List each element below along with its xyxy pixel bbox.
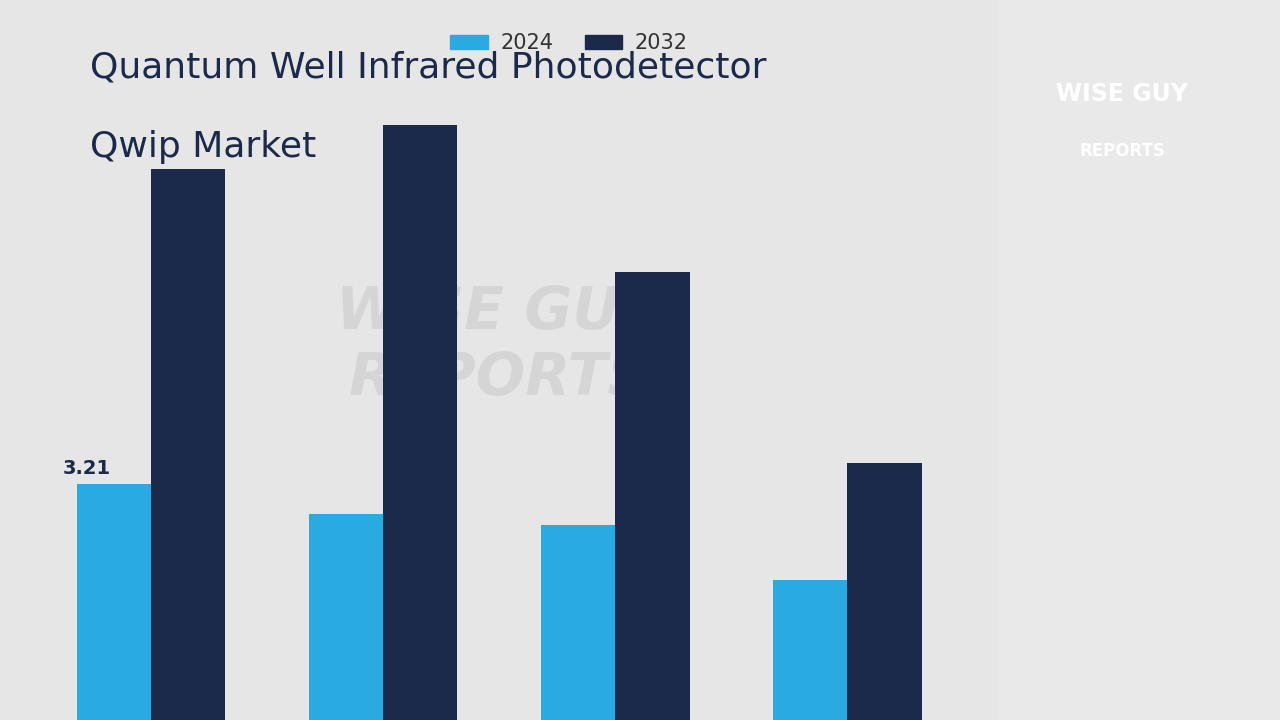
- Bar: [847, 463, 922, 720]
- Bar: [383, 125, 457, 720]
- Bar: [77, 484, 151, 720]
- Bar: [616, 272, 690, 720]
- Circle shape: [669, 0, 1280, 720]
- Bar: [773, 580, 847, 720]
- Text: WISE GUY
REPORTS: WISE GUY REPORTS: [337, 284, 662, 407]
- Bar: [308, 514, 383, 720]
- Bar: [541, 526, 616, 720]
- Text: REPORTS: REPORTS: [1079, 142, 1165, 160]
- Legend: 2024, 2032: 2024, 2032: [442, 24, 696, 61]
- Bar: [151, 169, 225, 720]
- Text: Quantum Well Infrared Photodetector: Quantum Well Infrared Photodetector: [90, 50, 767, 84]
- Text: Qwip Market: Qwip Market: [90, 130, 316, 163]
- Text: 3.21: 3.21: [63, 459, 111, 478]
- Text: WISE GUY: WISE GUY: [1056, 81, 1188, 106]
